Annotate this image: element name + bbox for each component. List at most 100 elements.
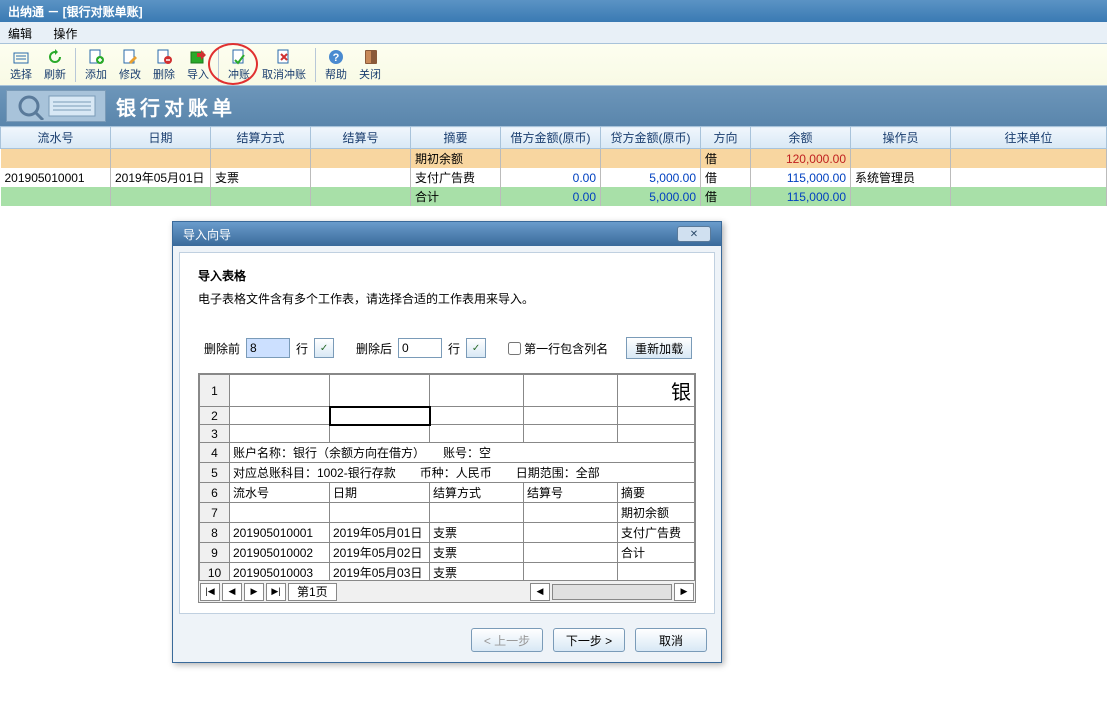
- col-balance[interactable]: 余额: [751, 127, 851, 149]
- preview-cell: 日期: [330, 483, 430, 503]
- col-operator[interactable]: 操作员: [851, 127, 951, 149]
- rows-label-2: 行: [448, 340, 460, 357]
- hscroll-left[interactable]: ◀: [530, 583, 550, 601]
- page-title: 银行对账单: [116, 92, 236, 121]
- hscroll-right[interactable]: ▶: [674, 583, 694, 601]
- preview-row[interactable]: 7期初余额: [200, 503, 695, 523]
- dialog-footer: < 上一步 下一步 > 取消: [173, 620, 721, 662]
- col-settle-method[interactable]: 结算方式: [211, 127, 311, 149]
- tool-refresh[interactable]: 刷新: [38, 47, 72, 83]
- tool-modify[interactable]: 修改: [113, 47, 147, 83]
- next-step-button[interactable]: 下一步 >: [553, 628, 625, 652]
- col-debit[interactable]: 借方金额(原币): [501, 127, 601, 149]
- preview-cell: 结算方式: [430, 483, 524, 503]
- col-credit[interactable]: 贷方金额(原币): [601, 127, 701, 149]
- reload-button[interactable]: 重新加载: [626, 337, 692, 359]
- preview-rownum: 7: [200, 503, 230, 523]
- add-icon: [87, 48, 105, 66]
- cell-summary: 支付广告费: [411, 168, 501, 187]
- cell-settle_no: [311, 187, 411, 206]
- table-row[interactable]: 合计0.005,000.00借115,000.00: [1, 187, 1107, 206]
- preview-rownum: 1: [200, 375, 230, 407]
- first-row-header-checkbox[interactable]: 第一行包含列名: [508, 340, 608, 357]
- import-section-title: 导入表格: [198, 267, 696, 284]
- tool-select[interactable]: 选择: [4, 47, 38, 83]
- pager-first[interactable]: |◀: [200, 583, 220, 601]
- help-icon: ?: [327, 48, 345, 66]
- col-counterparty[interactable]: 往来单位: [951, 127, 1107, 149]
- separator: [218, 48, 219, 82]
- col-serial[interactable]: 流水号: [1, 127, 111, 149]
- first-row-header-input[interactable]: [508, 342, 521, 355]
- cell-credit: [601, 149, 701, 169]
- dialog-titlebar[interactable]: 导入向导 ✕: [173, 222, 721, 246]
- cancel-button[interactable]: 取消: [635, 628, 707, 652]
- cell-serial: [1, 149, 111, 169]
- cell-direction: 借: [701, 187, 751, 206]
- cell-balance: 120,000.00: [751, 149, 851, 169]
- menu-edit[interactable]: 编辑: [8, 27, 32, 41]
- preview-cell: [230, 375, 330, 407]
- preview-cell: [330, 407, 430, 425]
- cell-summary: 合计: [411, 187, 501, 206]
- table-header-row: 流水号 日期 结算方式 结算号 摘要 借方金额(原币) 贷方金额(原币) 方向 …: [1, 127, 1107, 149]
- cell-date: 2019年05月01日: [111, 168, 211, 187]
- dialog-title-text: 导入向导: [183, 226, 231, 243]
- col-summary[interactable]: 摘要: [411, 127, 501, 149]
- col-direction[interactable]: 方向: [701, 127, 751, 149]
- preview-rownum: 2: [200, 407, 230, 425]
- tool-help[interactable]: ?帮助: [319, 47, 353, 83]
- del-before-input[interactable]: [246, 338, 290, 358]
- page-tab[interactable]: 第1页: [288, 583, 337, 601]
- hscroll-track[interactable]: [552, 584, 672, 600]
- del-after-label: 删除后: [356, 340, 392, 357]
- cell-balance: 115,000.00: [751, 168, 851, 187]
- cell-settle_method: [211, 187, 311, 206]
- col-settle-no[interactable]: 结算号: [311, 127, 411, 149]
- menu-operate[interactable]: 操作: [53, 27, 77, 41]
- cell-date: [111, 149, 211, 169]
- tool-cancel-writeoff[interactable]: 取消冲账: [256, 47, 312, 83]
- cell-debit: 0.00: [501, 187, 601, 206]
- apply-after-button[interactable]: ✓: [466, 338, 486, 358]
- preview-cell: [524, 543, 618, 563]
- import-icon: [189, 48, 207, 66]
- preview-row[interactable]: 92019050100022019年05月02日支票合计: [200, 543, 695, 563]
- tool-add[interactable]: 添加: [79, 47, 113, 83]
- preview-row[interactable]: 1银: [200, 375, 695, 407]
- window-titlebar: 出纳通 － [银行对账单账]: [0, 0, 1107, 22]
- dialog-close-button[interactable]: ✕: [677, 226, 711, 242]
- cell-summary: 期初余额: [411, 149, 501, 169]
- cell-credit: 5,000.00: [601, 168, 701, 187]
- preview-row[interactable]: 6流水号日期结算方式结算号摘要: [200, 483, 695, 503]
- apply-before-button[interactable]: ✓: [314, 338, 334, 358]
- col-date[interactable]: 日期: [111, 127, 211, 149]
- preview-cell: 流水号: [230, 483, 330, 503]
- tool-close[interactable]: 关闭: [353, 47, 387, 83]
- tool-import[interactable]: 导入: [181, 47, 215, 83]
- cell-balance: 115,000.00: [751, 187, 851, 206]
- preview-row[interactable]: 2: [200, 407, 695, 425]
- pager-prev[interactable]: ◀: [222, 583, 242, 601]
- pager-last[interactable]: ▶|: [266, 583, 286, 601]
- tool-delete[interactable]: 删除: [147, 47, 181, 83]
- preview-cell: 对应总账科目：1002-银行存款 币种：人民币 日期范围：全部: [230, 463, 695, 483]
- controls-row: 删除前 行 ✓ 删除后 行 ✓ 第一行包含列名 重新加载: [204, 337, 696, 359]
- preview-cell: [524, 523, 618, 543]
- preview-row[interactable]: 4账户名称：银行（余额方向在借方） 账号：空: [200, 443, 695, 463]
- table-row[interactable]: 2019050100012019年05月01日支票支付广告费0.005,000.…: [1, 168, 1107, 187]
- separator: [75, 48, 76, 82]
- preview-row[interactable]: 5对应总账科目：1002-银行存款 币种：人民币 日期范围：全部: [200, 463, 695, 483]
- preview-row[interactable]: 82019050100012019年05月01日支票支付广告费: [200, 523, 695, 543]
- preview-row[interactable]: 3: [200, 425, 695, 443]
- table-row[interactable]: 期初余额借120,000.00: [1, 149, 1107, 169]
- pager-next[interactable]: ▶: [244, 583, 264, 601]
- del-after-input[interactable]: [398, 338, 442, 358]
- tool-writeoff[interactable]: 冲账: [222, 47, 256, 83]
- cell-counterparty: [951, 187, 1107, 206]
- cell-counterparty: [951, 168, 1107, 187]
- preview-cell: 结算号: [524, 483, 618, 503]
- cell-direction: 借: [701, 168, 751, 187]
- preview-table-container: 1银234账户名称：银行（余额方向在借方） 账号：空5对应总账科目：1002-银…: [198, 373, 696, 603]
- preview-cell: [618, 407, 695, 425]
